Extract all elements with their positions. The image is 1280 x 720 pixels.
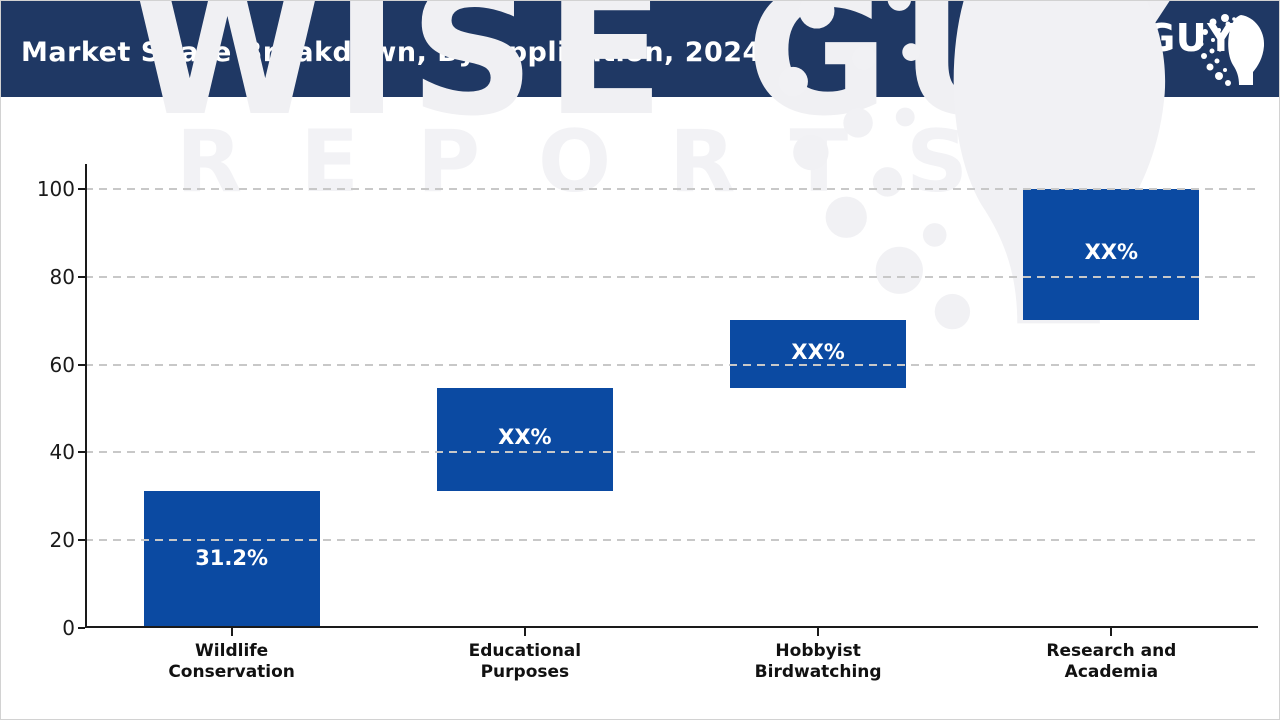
y-axis-tick-mark-60 xyxy=(78,363,85,366)
bar-value-label-wildlife-conservation: 31.2% xyxy=(195,545,269,570)
y-axis-tick-label-0: 0 xyxy=(62,616,75,640)
logo-face-icon xyxy=(1198,14,1265,86)
bar-hobbyist-birdwatching xyxy=(730,319,907,388)
bar-value-label-research-and-academia: XX% xyxy=(1084,240,1139,265)
gridline-20 xyxy=(85,539,1258,542)
x-axis-tick-mark-educational-purposes xyxy=(523,628,526,636)
gridline-60 xyxy=(85,363,1258,366)
bar-wildlife-conservation xyxy=(143,491,320,628)
x-axis-tick-mark-research-and-academia xyxy=(1110,628,1113,636)
bar-research-and-academia xyxy=(1023,189,1200,320)
y-axis-tick-label-20: 20 xyxy=(49,528,75,553)
y-axis-tick-mark-20 xyxy=(78,539,85,542)
y-axis-tick-mark-100 xyxy=(78,188,85,190)
gridline-40 xyxy=(85,451,1258,454)
gridline-100 xyxy=(85,188,1258,190)
x-axis-category-label-hobbyist-birdwatching: Hobbyist Birdwatching xyxy=(754,641,882,682)
watermark-face-dots-icon xyxy=(778,1,1166,330)
x-axis-line xyxy=(85,626,1258,628)
x-axis-tick-mark-hobbyist-birdwatching xyxy=(817,628,820,636)
x-axis-category-label-research-and-academia: Research and Academia xyxy=(1046,641,1177,682)
y-axis-tick-label-80: 80 xyxy=(49,264,75,289)
y-axis-tick-mark-0 xyxy=(78,627,85,629)
y-axis-line xyxy=(85,164,87,626)
bar-value-label-hobbyist-birdwatching: XX% xyxy=(791,339,845,364)
gridline-80 xyxy=(85,275,1258,278)
y-axis-tick-label-100: 100 xyxy=(36,177,75,201)
x-axis-tick-mark-wildlife-conservation xyxy=(230,628,233,636)
chart-title: Market Share Breakdown, By Application, … xyxy=(21,37,762,68)
x-axis-category-label-wildlife-conservation: Wildlife Conservation xyxy=(168,641,295,682)
x-axis-category-label-educational-purposes: Educational Purposes xyxy=(468,641,582,682)
bar-value-label-educational-purposes: XX% xyxy=(498,425,552,450)
y-axis-tick-mark-80 xyxy=(78,275,85,278)
y-axis-tick-mark-40 xyxy=(78,451,85,454)
watermark-text-line2: REPORTS xyxy=(176,112,1027,212)
y-axis-tick-label-40: 40 xyxy=(49,440,75,465)
bar-educational-purposes xyxy=(436,387,613,492)
y-axis-tick-label-60: 60 xyxy=(49,352,75,377)
